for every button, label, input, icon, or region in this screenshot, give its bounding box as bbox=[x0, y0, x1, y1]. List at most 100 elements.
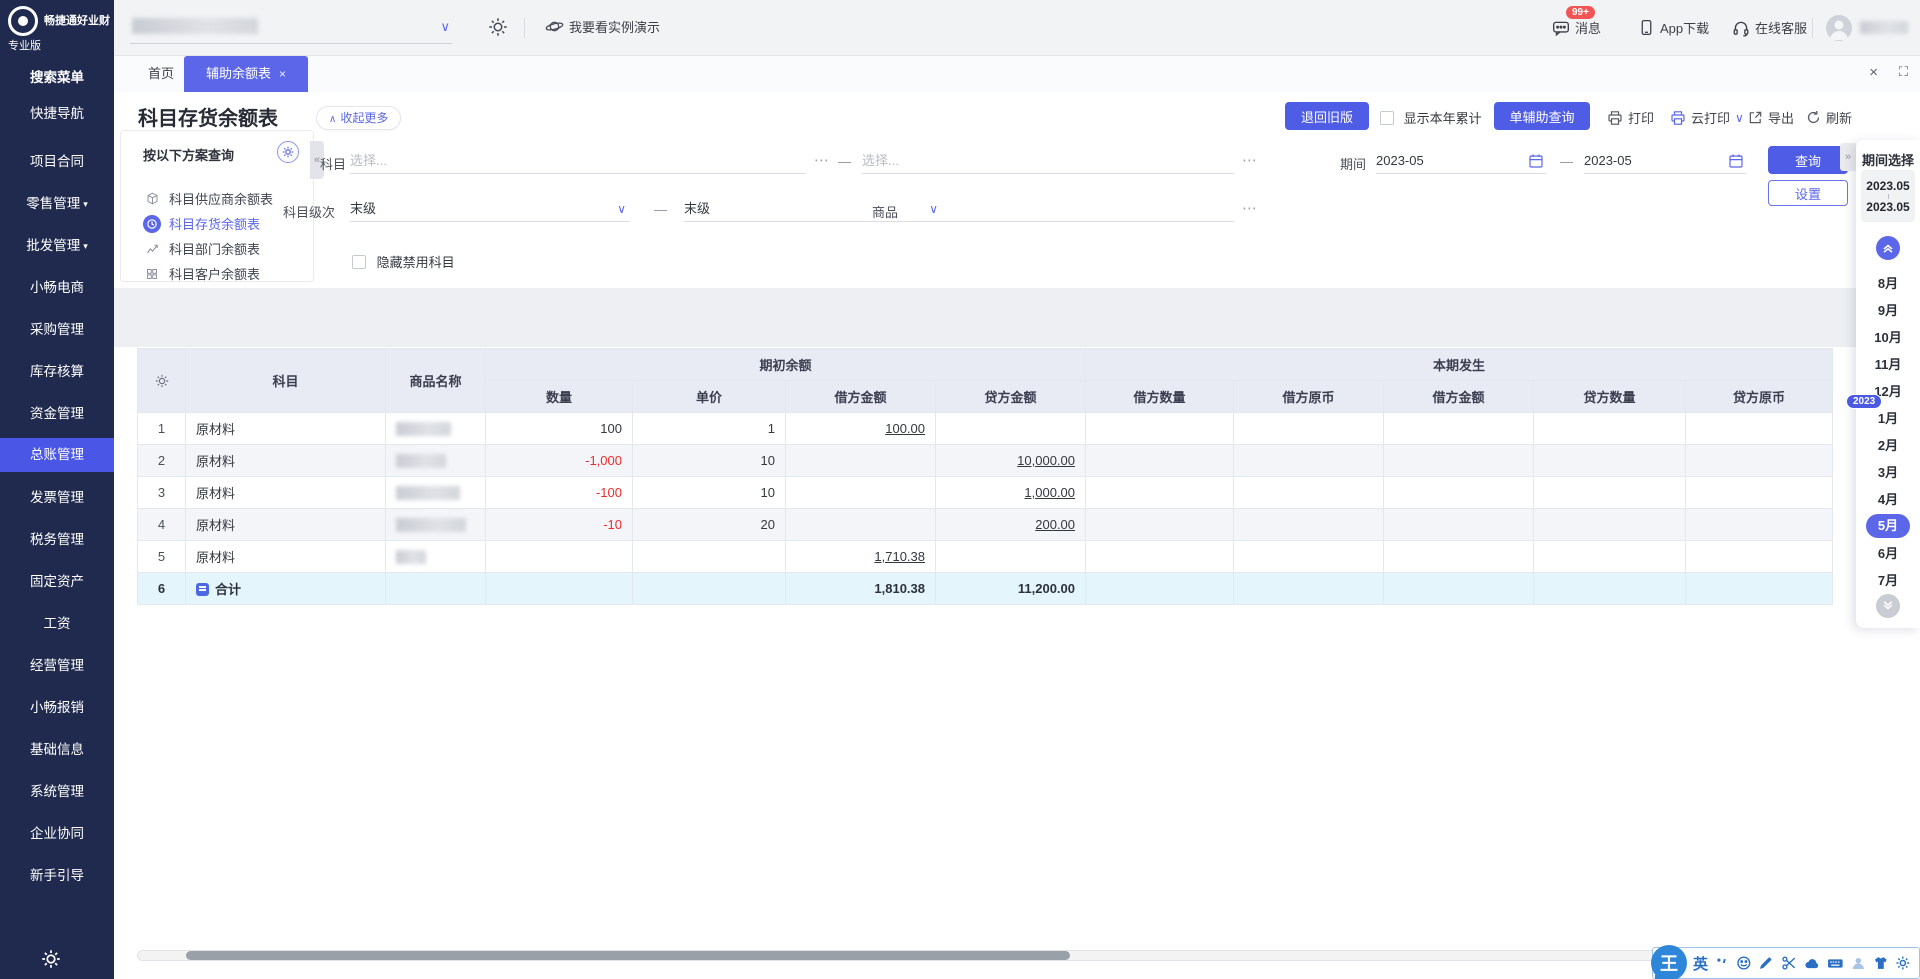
ellipsis-picker-icon[interactable]: ⋯ bbox=[1242, 152, 1258, 169]
month-item[interactable]: 9月 bbox=[1877, 303, 1899, 318]
product-input[interactable]: ⋯ bbox=[908, 196, 1257, 222]
pencil-icon[interactable] bbox=[1758, 955, 1774, 971]
ime-logo-button[interactable]: 王 bbox=[1651, 945, 1687, 979]
sidebar-item-invoice[interactable]: 发票管理 bbox=[30, 490, 84, 505]
amount-link[interactable]: 200.00 bbox=[934, 508, 1087, 541]
table-row[interactable]: 2 原材料 -1,000 10 10,000.00 bbox=[137, 444, 1834, 477]
sidebar-item-search-menu[interactable]: 搜索菜单 bbox=[30, 70, 84, 85]
scroll-months-down-button[interactable] bbox=[1876, 594, 1900, 618]
scheme-item-supplier[interactable]: 科目供应商余额表 bbox=[143, 189, 273, 208]
fullscreen-icon[interactable]: ⛶ bbox=[1898, 64, 1908, 79]
close-view-icon[interactable]: × bbox=[1869, 64, 1878, 81]
amount-link[interactable]: 1,710.38 bbox=[785, 540, 936, 573]
header-product[interactable]: 商品名称 bbox=[385, 348, 486, 413]
sidebar-item-expense[interactable]: 小畅报销 bbox=[30, 700, 84, 715]
period-to-input[interactable]: 2023-05 bbox=[1584, 148, 1746, 174]
collapse-more-button[interactable]: ∧ 收起更多 bbox=[316, 106, 402, 130]
amount-link[interactable]: 10,000.00 bbox=[934, 444, 1087, 477]
level-select-to[interactable]: 末级 ∨ bbox=[684, 196, 942, 222]
sidebar-item-project-contract[interactable]: 项目合同 bbox=[30, 154, 84, 169]
settings-gear-button[interactable] bbox=[488, 17, 508, 37]
online-support-button[interactable]: 在线客服 bbox=[1732, 18, 1807, 37]
table-row[interactable]: 3 原材料 -100 10 1,000.00 bbox=[137, 476, 1834, 509]
header-qty[interactable]: 数量 bbox=[485, 380, 633, 413]
header-cur-debit-qty[interactable]: 借方数量 bbox=[1085, 380, 1235, 413]
calendar-icon[interactable] bbox=[1528, 153, 1544, 169]
settings-button[interactable]: 设置 bbox=[1768, 180, 1848, 206]
month-item[interactable]: 12月 bbox=[1874, 384, 1902, 399]
company-selector[interactable]: ∨ bbox=[130, 14, 452, 44]
header-debit[interactable]: 借方金额 bbox=[785, 380, 936, 413]
sidebar-item-inventory-accounting[interactable]: 库存核算 bbox=[30, 364, 84, 379]
subject-select-from[interactable]: 选择... ⋯ bbox=[350, 148, 829, 174]
sidebar-item-collaboration[interactable]: 企业协同 bbox=[30, 826, 84, 841]
cloud-icon[interactable] bbox=[1804, 955, 1821, 972]
chevron-down-icon[interactable]: ∨ bbox=[440, 19, 450, 34]
sidebar-item-funds[interactable]: 资金管理 bbox=[30, 406, 84, 421]
sidebar-item-base-info[interactable]: 基础信息 bbox=[30, 742, 84, 757]
punctuation-icon[interactable] bbox=[1715, 956, 1729, 970]
ellipsis-picker-icon[interactable]: ⋯ bbox=[1242, 200, 1258, 217]
user-avatar[interactable] bbox=[1826, 15, 1852, 41]
period-range-box[interactable]: 2023.05 2023.05 bbox=[1861, 170, 1915, 222]
sidebar-item-ecommerce[interactable]: 小畅电商 bbox=[30, 280, 84, 295]
refresh-button[interactable]: 刷新 bbox=[1806, 108, 1852, 127]
table-row[interactable]: 4 原材料 -10 20 200.00 bbox=[137, 508, 1834, 541]
header-cur-debit-amt[interactable]: 借方金额 bbox=[1383, 380, 1535, 413]
tab-aux-balance-active[interactable]: 辅助余额表 × bbox=[184, 56, 309, 92]
amount-link[interactable]: 100.00 bbox=[785, 412, 936, 445]
sidebar-settings-button[interactable] bbox=[41, 949, 61, 969]
month-item[interactable]: 3月 bbox=[1877, 465, 1899, 480]
sidebar-item-purchase[interactable]: 采购管理 bbox=[30, 322, 84, 337]
header-credit[interactable]: 贷方金额 bbox=[934, 380, 1087, 413]
table-row[interactable]: 5 原材料 1,710.38 bbox=[137, 540, 1834, 573]
sidebar-item-system[interactable]: 系统管理 bbox=[30, 784, 84, 799]
print-button[interactable]: 打印 bbox=[1607, 108, 1654, 127]
sidebar-item-wholesale[interactable]: 批发管理 ▾ bbox=[26, 238, 88, 253]
scheme-settings-button[interactable] bbox=[277, 141, 299, 163]
single-aux-query-button[interactable]: 单辅助查询 bbox=[1494, 102, 1590, 130]
amount-link[interactable]: 1,000.00 bbox=[934, 476, 1087, 509]
month-item[interactable]: 11月 bbox=[1874, 357, 1902, 372]
header-price[interactable]: 单价 bbox=[632, 380, 786, 413]
sidebar-item-retail[interactable]: 零售管理 ▾ bbox=[26, 196, 88, 211]
scheme-item-department[interactable]: 科目部门余额表 bbox=[143, 239, 260, 258]
scheme-item-inventory-active[interactable]: 科目存货余额表 bbox=[143, 214, 260, 233]
period-from-input[interactable]: 2023-05 bbox=[1376, 148, 1546, 174]
scroll-months-up-button[interactable] bbox=[1876, 236, 1900, 260]
sidebar-item-operations[interactable]: 经营管理 bbox=[30, 658, 84, 673]
subject-select-to[interactable]: 选择... ⋯ bbox=[862, 148, 1257, 174]
tab-close-icon[interactable]: × bbox=[279, 67, 287, 81]
hide-disabled-checkbox[interactable] bbox=[352, 255, 366, 269]
person-icon[interactable] bbox=[1851, 956, 1866, 971]
ellipsis-picker-icon[interactable]: ⋯ bbox=[814, 152, 830, 169]
level-select-from[interactable]: 末级 ∨ bbox=[350, 196, 630, 222]
month-item[interactable]: 10月 bbox=[1874, 330, 1902, 345]
hide-disabled-checkbox-row[interactable]: 隐藏禁用科目 bbox=[352, 252, 455, 271]
header-cur-debit-orig[interactable]: 借方原币 bbox=[1233, 380, 1385, 413]
month-item-selected[interactable]: 5月 bbox=[1866, 514, 1910, 538]
sidebar-item-beginner-guide[interactable]: 新手引导 bbox=[30, 868, 84, 883]
query-button[interactable]: 查询 bbox=[1768, 146, 1848, 174]
period-panel-expand-handle[interactable]: » bbox=[1840, 143, 1856, 171]
emoji-icon[interactable] bbox=[1736, 955, 1752, 971]
month-item[interactable]: 4月 bbox=[1877, 492, 1899, 507]
back-to-old-button[interactable]: 退回旧版 bbox=[1285, 102, 1369, 130]
month-item[interactable]: 1月 bbox=[1877, 411, 1899, 426]
demo-link[interactable]: 我要看实例演示 bbox=[545, 17, 660, 36]
month-item[interactable]: 6月 bbox=[1877, 546, 1899, 561]
gear-icon[interactable] bbox=[1895, 955, 1911, 971]
scissors-icon[interactable] bbox=[1781, 955, 1797, 971]
scheme-collapse-handle[interactable]: « bbox=[310, 141, 324, 179]
header-subject[interactable]: 科目 bbox=[185, 348, 386, 413]
sidebar-item-quick-nav[interactable]: 快捷导航 bbox=[30, 106, 84, 121]
column-settings-header[interactable] bbox=[137, 348, 186, 413]
horizontal-scrollbar-thumb[interactable] bbox=[186, 951, 1070, 960]
skin-shirt-icon[interactable] bbox=[1873, 955, 1889, 971]
cloud-print-button[interactable]: 云打印 ∨ bbox=[1670, 108, 1744, 127]
sidebar-item-tax[interactable]: 税务管理 bbox=[30, 532, 84, 547]
app-download-button[interactable]: App下载 bbox=[1638, 18, 1709, 37]
show-year-total-checkbox[interactable] bbox=[1380, 111, 1394, 125]
tab-home[interactable]: 首页 bbox=[148, 66, 175, 81]
sidebar-item-payroll[interactable]: 工资 bbox=[43, 616, 71, 631]
